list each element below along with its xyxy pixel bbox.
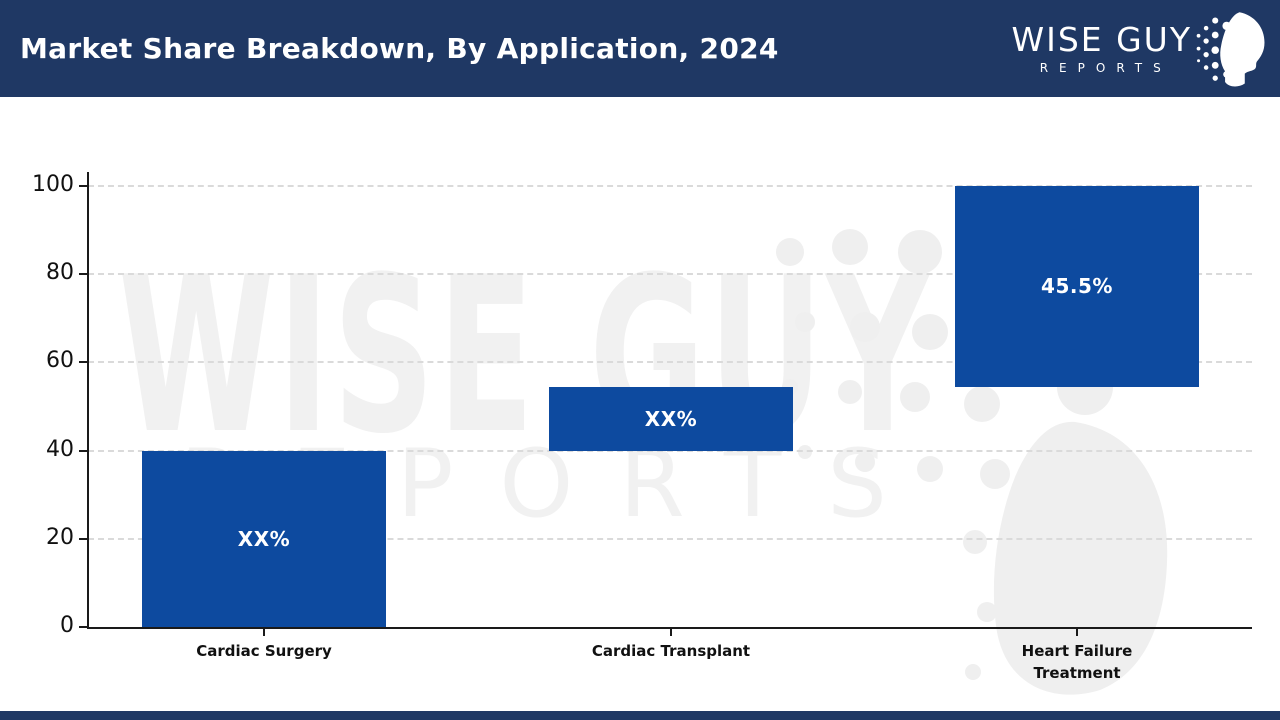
bar-value-label: XX% [644,406,698,431]
y-tick-0 [79,626,87,628]
logo-wordmark: WISE GUY [1011,19,1192,59]
y-tick-40 [79,449,87,452]
category-label-line: Heart Failure [1021,642,1133,660]
category-label-line: Treatment [1033,663,1121,682]
gridline-100 [88,185,1252,187]
chart-title: Market Share Breakdown, By Application, … [20,32,779,65]
y-tick-label-60: 60 [46,348,74,374]
watermark-wordmark: WISE GUY [118,230,932,481]
logo-text: WISE GUY REPORTS [1011,23,1192,75]
wise-guy-logo: WISE GUY REPORTS [1011,7,1266,91]
x-tick-1 [670,629,672,636]
logo-subtext: REPORTS [1039,60,1172,75]
x-axis-line [87,627,1252,629]
y-axis-line [87,172,89,629]
x-tick-2 [1076,629,1078,636]
y-tick-label-40: 40 [46,436,74,462]
gridline-40 [88,449,1252,452]
category-label-line: Cardiac Surgery [196,642,332,660]
y-tick-label-100: 100 [32,172,74,197]
header-bar: Market Share Breakdown, By Application, … [0,0,1280,97]
y-tick-60 [79,361,87,364]
y-tick-80 [79,273,87,276]
gridline-20 [88,537,1252,540]
x-tick-0 [263,629,265,636]
footer-bar [0,711,1280,720]
category-label-0: Cardiac Surgery [84,641,444,663]
y-tick-100 [79,185,87,187]
gridline-60 [88,361,1252,364]
category-label-2: Heart Failure Treatment [897,641,1257,685]
y-tick-label-0: 0 [60,613,74,638]
bar-heart-failure-treatment: 45.5% [955,186,1199,387]
y-tick-20 [79,537,87,540]
bar-value-label: XX% [237,526,291,551]
y-tick-label-80: 80 [46,260,74,286]
bar-cardiac-transplant: XX% [549,386,793,451]
bar-value-label: 45.5% [1041,274,1113,299]
category-label-1: Cardiac Transplant [491,641,851,663]
y-tick-label-20: 20 [46,524,74,550]
category-label-line: Cardiac Transplant [591,642,751,660]
logo-head-icon [1196,11,1265,86]
bar-cardiac-surgery: XX% [142,450,386,627]
gridline-80 [88,273,1252,276]
